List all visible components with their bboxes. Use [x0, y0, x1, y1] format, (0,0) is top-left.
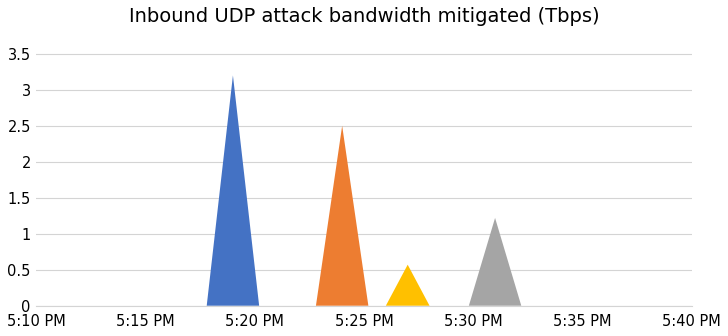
Polygon shape [316, 126, 368, 306]
Title: Inbound UDP attack bandwidth mitigated (Tbps): Inbound UDP attack bandwidth mitigated (… [129, 7, 599, 26]
Polygon shape [469, 218, 521, 306]
Polygon shape [207, 75, 259, 306]
Polygon shape [386, 265, 430, 306]
